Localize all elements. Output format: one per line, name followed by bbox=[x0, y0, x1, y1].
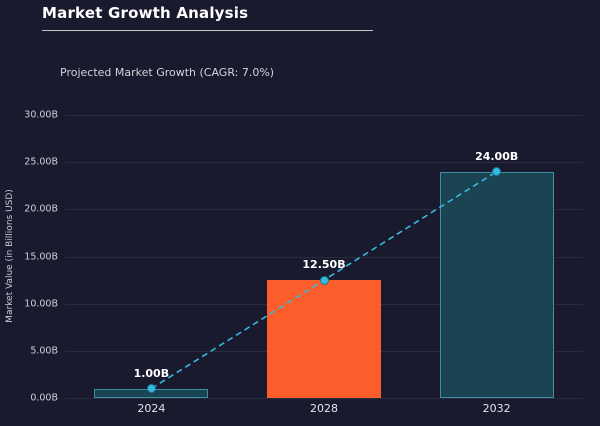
bar-2028 bbox=[267, 280, 381, 398]
value-label-2032: 24.00B bbox=[475, 149, 519, 163]
bar-2032 bbox=[439, 171, 554, 398]
y-tick-label: 30.00B bbox=[24, 109, 58, 121]
plot-area: 1.00B 12.50B 24.00B bbox=[65, 115, 583, 399]
value-label-2028: 12.50B bbox=[302, 258, 346, 272]
x-axis-ticks: 2024 2028 2032 bbox=[65, 402, 583, 418]
trend-marker-2032 bbox=[492, 167, 502, 177]
y-tick-label: 15.00B bbox=[24, 251, 58, 262]
x-tick-label-2024: 2024 bbox=[137, 402, 166, 415]
gridline bbox=[65, 162, 583, 164]
x-tick-label-2032: 2032 bbox=[482, 402, 511, 415]
gridline bbox=[65, 115, 583, 116]
gridline bbox=[65, 398, 583, 399]
y-tick-label: 20.00B bbox=[24, 203, 58, 215]
y-tick-label: 0.00B bbox=[30, 392, 58, 404]
y-tick-label: 10.00B bbox=[24, 298, 58, 310]
y-axis-ticks: 0.00B 5.00B 10.00B 15.00B 20.00B 25.00B 30.00B bbox=[0, 110, 58, 404]
value-label-2024: 1.00B bbox=[133, 366, 170, 380]
trend-marker-2028 bbox=[319, 275, 329, 285]
y-tick-label: 5.00B bbox=[30, 345, 58, 357]
trend-marker-2024 bbox=[146, 384, 156, 394]
y-tick-label: 25.00B bbox=[24, 156, 58, 168]
chart-title: Market Growth Analysis bbox=[42, 4, 373, 31]
chart-subtitle: Projected Market Growth (CAGR: 7.0%) bbox=[60, 66, 275, 79]
x-tick-label-2028: 2028 bbox=[310, 402, 338, 415]
